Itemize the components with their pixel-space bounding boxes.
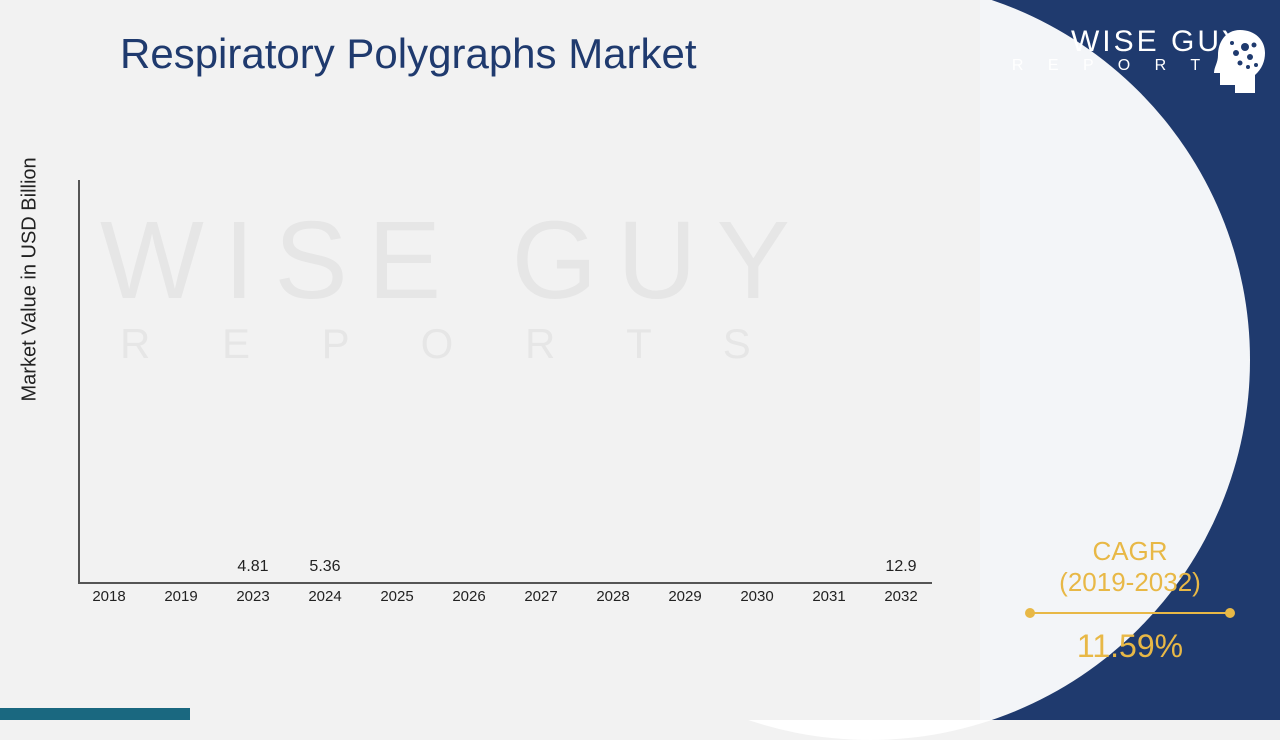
bottom-accent-bar: [0, 708, 190, 720]
xtick-label: 2018: [80, 588, 138, 605]
cagr-period: (2019-2032): [1000, 567, 1260, 598]
bar-value-label: 4.81: [237, 558, 268, 576]
chart-title: Respiratory Polygraphs Market: [120, 30, 697, 78]
cagr-value: 11.59%: [1000, 628, 1260, 665]
bars-container: 4.81 5.36 12.9: [80, 180, 930, 580]
bar-group: 4.81: [224, 558, 282, 580]
xtick-label: 2030: [728, 588, 786, 605]
xtick-label: 2023: [224, 588, 282, 605]
xtick-label: 2029: [656, 588, 714, 605]
xaxis-line: [78, 582, 932, 584]
xtick-label: 2025: [368, 588, 426, 605]
xtick-label: 2027: [512, 588, 570, 605]
xtick-label: 2024: [296, 588, 354, 605]
bar-value-label: 5.36: [309, 558, 340, 576]
cagr-divider: [1030, 612, 1230, 614]
plot-region: 4.81 5.36 12.9: [80, 180, 930, 580]
xtick-label: 2019: [152, 588, 210, 605]
cagr-block: CAGR (2019-2032) 11.59%: [1000, 536, 1260, 665]
head-dots-icon: [1210, 25, 1270, 95]
chart-area: WISE GUY R E P O R T S Respiratory Polyg…: [0, 0, 980, 720]
yaxis-label: Market Value in USD Billion: [19, 157, 42, 401]
xtick-label: 2026: [440, 588, 498, 605]
cagr-label: CAGR: [1000, 536, 1260, 567]
xtick-label: 2028: [584, 588, 642, 605]
xaxis-ticks: 2018 2019 2023 2024 2025 2026 2027 2028 2029 2030…: [80, 588, 930, 605]
xtick-label: 2032: [872, 588, 930, 605]
bar-group: 12.9: [872, 558, 930, 580]
bar-group: 5.36: [296, 558, 354, 580]
bar-value-label: 12.9: [885, 558, 916, 576]
xtick-label: 2031: [800, 588, 858, 605]
